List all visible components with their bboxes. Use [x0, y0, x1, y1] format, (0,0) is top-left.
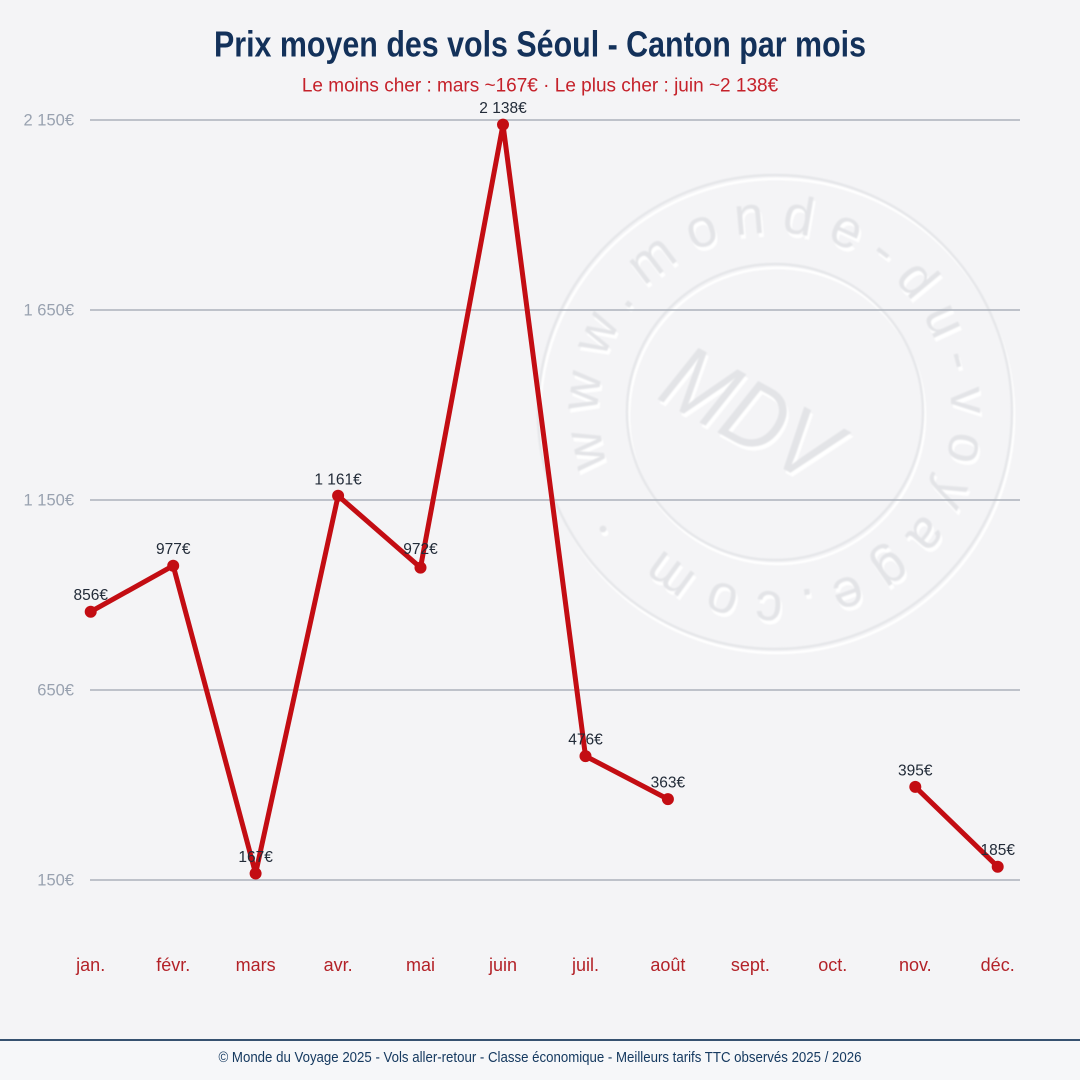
svg-text:Le moins cher : mars ~167€ · L: Le moins cher : mars ~167€ · Le plus che… [302, 76, 779, 97]
svg-text:déc.: déc. [981, 955, 1015, 975]
svg-text:avr.: avr. [324, 955, 353, 975]
svg-text:476€: 476€ [568, 732, 603, 749]
svg-text:185€: 185€ [980, 842, 1015, 859]
svg-text:1 650€: 1 650€ [24, 302, 74, 320]
svg-text:2 150€: 2 150€ [24, 112, 74, 130]
svg-text:mars: mars [236, 955, 276, 975]
svg-text:972€: 972€ [403, 541, 438, 558]
svg-text:mai: mai [406, 955, 435, 975]
svg-text:sept.: sept. [731, 955, 770, 975]
svg-text:oct.: oct. [818, 955, 847, 975]
svg-text:août: août [650, 955, 685, 975]
svg-text:juin: juin [488, 955, 517, 975]
svg-text:1 161€: 1 161€ [314, 471, 362, 488]
svg-text:2 138€: 2 138€ [479, 100, 527, 117]
svg-text:650€: 650€ [37, 682, 74, 700]
svg-text:856€: 856€ [73, 587, 108, 604]
svg-text:nov.: nov. [899, 955, 932, 975]
svg-text:jan.: jan. [75, 955, 105, 975]
svg-text:977€: 977€ [156, 541, 191, 558]
svg-text:1 150€: 1 150€ [24, 492, 74, 510]
svg-text:Prix moyen des vols Séoul - Ca: Prix moyen des vols Séoul - Canton par m… [214, 24, 866, 65]
svg-text:395€: 395€ [898, 762, 933, 779]
svg-text:167€: 167€ [238, 849, 273, 866]
svg-text:févr.: févr. [156, 955, 190, 975]
svg-text:© Monde du Voyage 2025 - Vols: © Monde du Voyage 2025 - Vols aller-reto… [219, 1050, 862, 1066]
svg-text:juil.: juil. [571, 955, 599, 975]
svg-text:150€: 150€ [37, 872, 74, 890]
svg-text:363€: 363€ [651, 775, 686, 792]
